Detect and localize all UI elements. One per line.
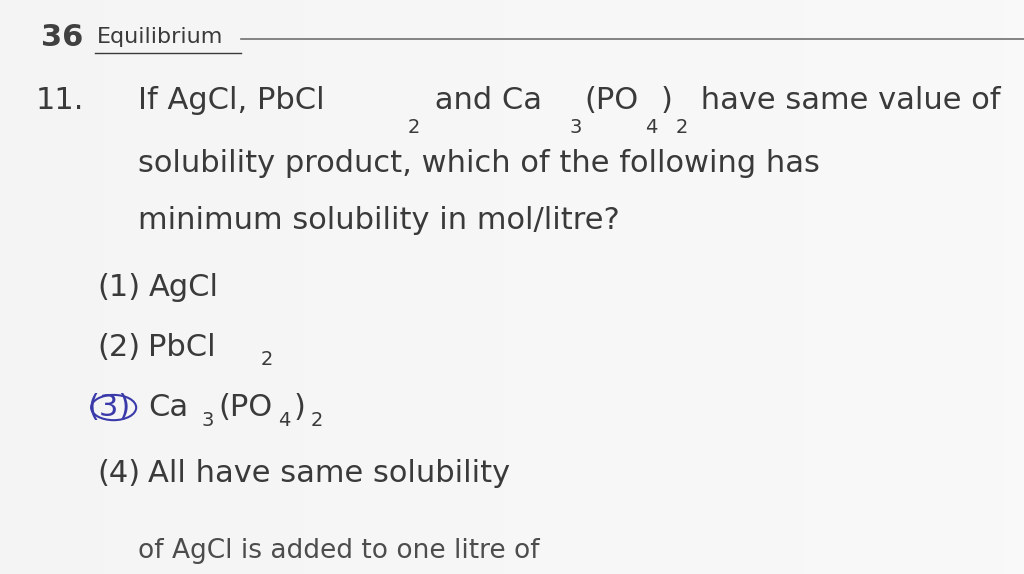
Text: 2: 2 [261,350,273,370]
Text: AgCl: AgCl [148,273,218,301]
Text: 3: 3 [569,118,582,137]
Text: 2: 2 [310,410,323,430]
Text: PbCl: PbCl [148,333,216,362]
Text: (PO: (PO [585,86,639,115]
Text: minimum solubility in mol/litre?: minimum solubility in mol/litre? [138,207,620,235]
Text: (2): (2) [97,333,140,362]
Text: 2: 2 [676,118,688,137]
Text: (4): (4) [97,459,140,488]
Text: (3): (3) [87,393,130,422]
Text: 4: 4 [645,118,657,137]
Text: (PO: (PO [218,393,272,422]
Text: 36: 36 [41,23,83,52]
Text: (1): (1) [97,273,140,301]
Text: If AgCl, PbCl: If AgCl, PbCl [138,86,325,115]
Text: 11.: 11. [36,86,84,115]
Text: of AgCl is added to one litre of: of AgCl is added to one litre of [138,538,540,564]
Text: 4: 4 [279,410,291,430]
Text: Equilibrium: Equilibrium [97,28,223,47]
Text: ): ) [294,393,306,422]
Text: 3: 3 [202,410,214,430]
Text: All have same solubility: All have same solubility [148,459,511,488]
Text: ): ) [660,86,673,115]
Text: solubility product, which of the following has: solubility product, which of the followi… [138,149,820,178]
Text: have same value of: have same value of [691,86,1000,115]
Text: Ca: Ca [148,393,188,422]
Text: and Ca: and Ca [425,86,542,115]
Text: 2: 2 [408,118,420,137]
